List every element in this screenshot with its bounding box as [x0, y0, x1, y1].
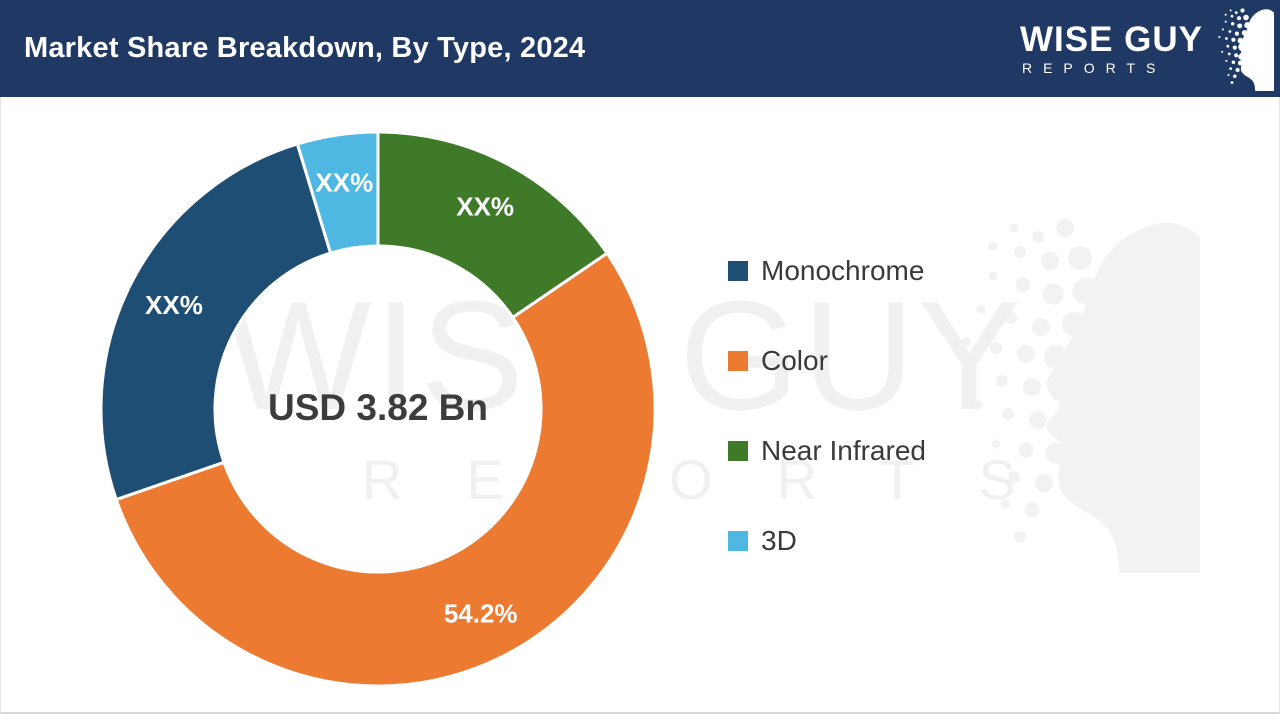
segment-value-label: XX% [145, 290, 203, 320]
legend-swatch [728, 441, 748, 461]
legend-item-3d: 3D [728, 517, 926, 565]
watermark-subtitle: REPORTS [362, 448, 1080, 511]
logo-wordmark: WISE GUY [1019, 20, 1203, 59]
donut-segment-color [114, 251, 657, 688]
segment-value-label: XX% [315, 167, 373, 197]
donut-segment-monochrome [99, 142, 333, 502]
legend-label: 3D [761, 525, 797, 556]
wiseguy-logo: WISE GUY REPORTS [1020, 0, 1274, 97]
chart-legend: Monochrome Color Near Infrared 3D [728, 247, 926, 607]
donut-segment-3d [295, 130, 380, 255]
logo-reports-label: REPORTS [1021, 60, 1167, 76]
legend-item-color: Color [728, 337, 926, 385]
page-title: Market Share Breakdown, By Type, 2024 [24, 32, 586, 64]
watermark-face-icon [961, 219, 1200, 573]
legend-swatch [728, 531, 748, 551]
legend-item-near-infrared: Near Infrared [728, 427, 926, 475]
logo-text: WISE GUY REPORTS [1020, 22, 1203, 75]
legend-swatch [728, 351, 748, 371]
segment-value-label: XX% [456, 192, 514, 222]
donut-center-value: USD 3.82 Bn [267, 387, 488, 428]
legend-item-monochrome: Monochrome [728, 247, 926, 295]
donut-segment-near-infrared [376, 130, 610, 320]
segment-value-label: 54.2% [444, 599, 518, 629]
wiseguy-face-icon [1218, 7, 1274, 91]
legend-swatch [728, 261, 748, 281]
legend-label: Monochrome [761, 255, 925, 286]
legend-label: Near Infrared [761, 435, 926, 466]
legend-label: Color [761, 345, 828, 376]
header: Market Share Breakdown, By Type, 2024 WI… [0, 0, 1280, 97]
